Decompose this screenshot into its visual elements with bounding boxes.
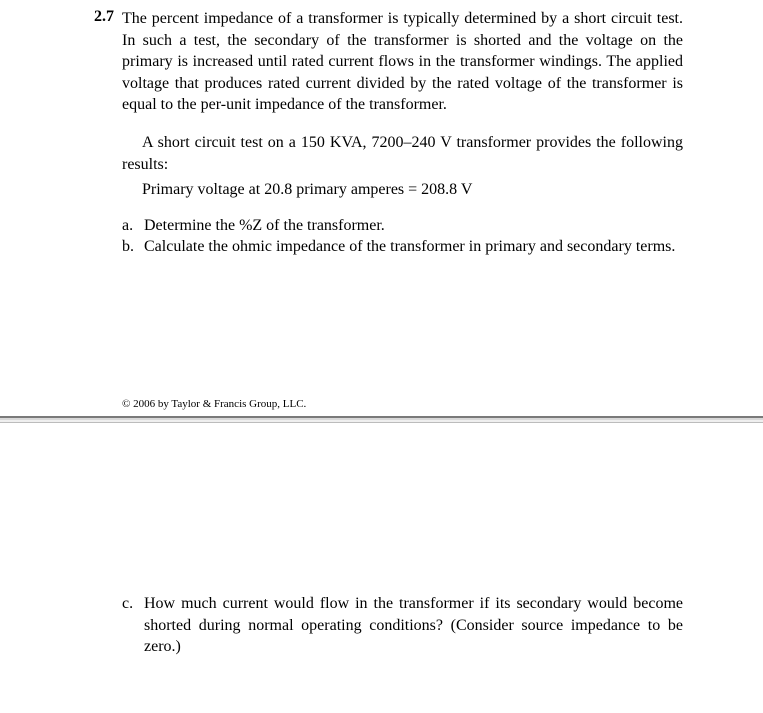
part-a: a. Determine the %Z of the transformer. (80, 215, 683, 237)
page-gap (80, 423, 683, 593)
part-a-label: a. (122, 215, 144, 237)
page: 2.7 The percent impedance of a transform… (0, 0, 763, 698)
part-b: b. Calculate the ohmic impedance of the … (80, 236, 683, 258)
part-c-text: How much current would flow in the trans… (144, 593, 683, 658)
part-b-text: Calculate the ohmic impedance of the tra… (144, 236, 683, 258)
copyright-text: © 2006 by Taylor & Francis Group, LLC. (80, 398, 683, 410)
problem-block: 2.7 The percent impedance of a transform… (80, 8, 683, 116)
setup-block: A short circuit test on a 150 KVA, 7200–… (80, 132, 683, 175)
part-c: c. How much current would flow in the tr… (80, 593, 683, 658)
setup-line-1: A short circuit test on a 150 KVA, 7200–… (122, 132, 683, 175)
part-b-label: b. (122, 236, 144, 258)
page-divider (0, 416, 763, 423)
part-c-label: c. (122, 593, 144, 615)
setup-line-2: Primary voltage at 20.8 primary amperes … (80, 179, 683, 201)
problem-intro-text: The percent impedance of a transformer i… (122, 8, 683, 116)
problem-number: 2.7 (80, 8, 122, 26)
part-a-text: Determine the %Z of the transformer. (144, 215, 683, 237)
